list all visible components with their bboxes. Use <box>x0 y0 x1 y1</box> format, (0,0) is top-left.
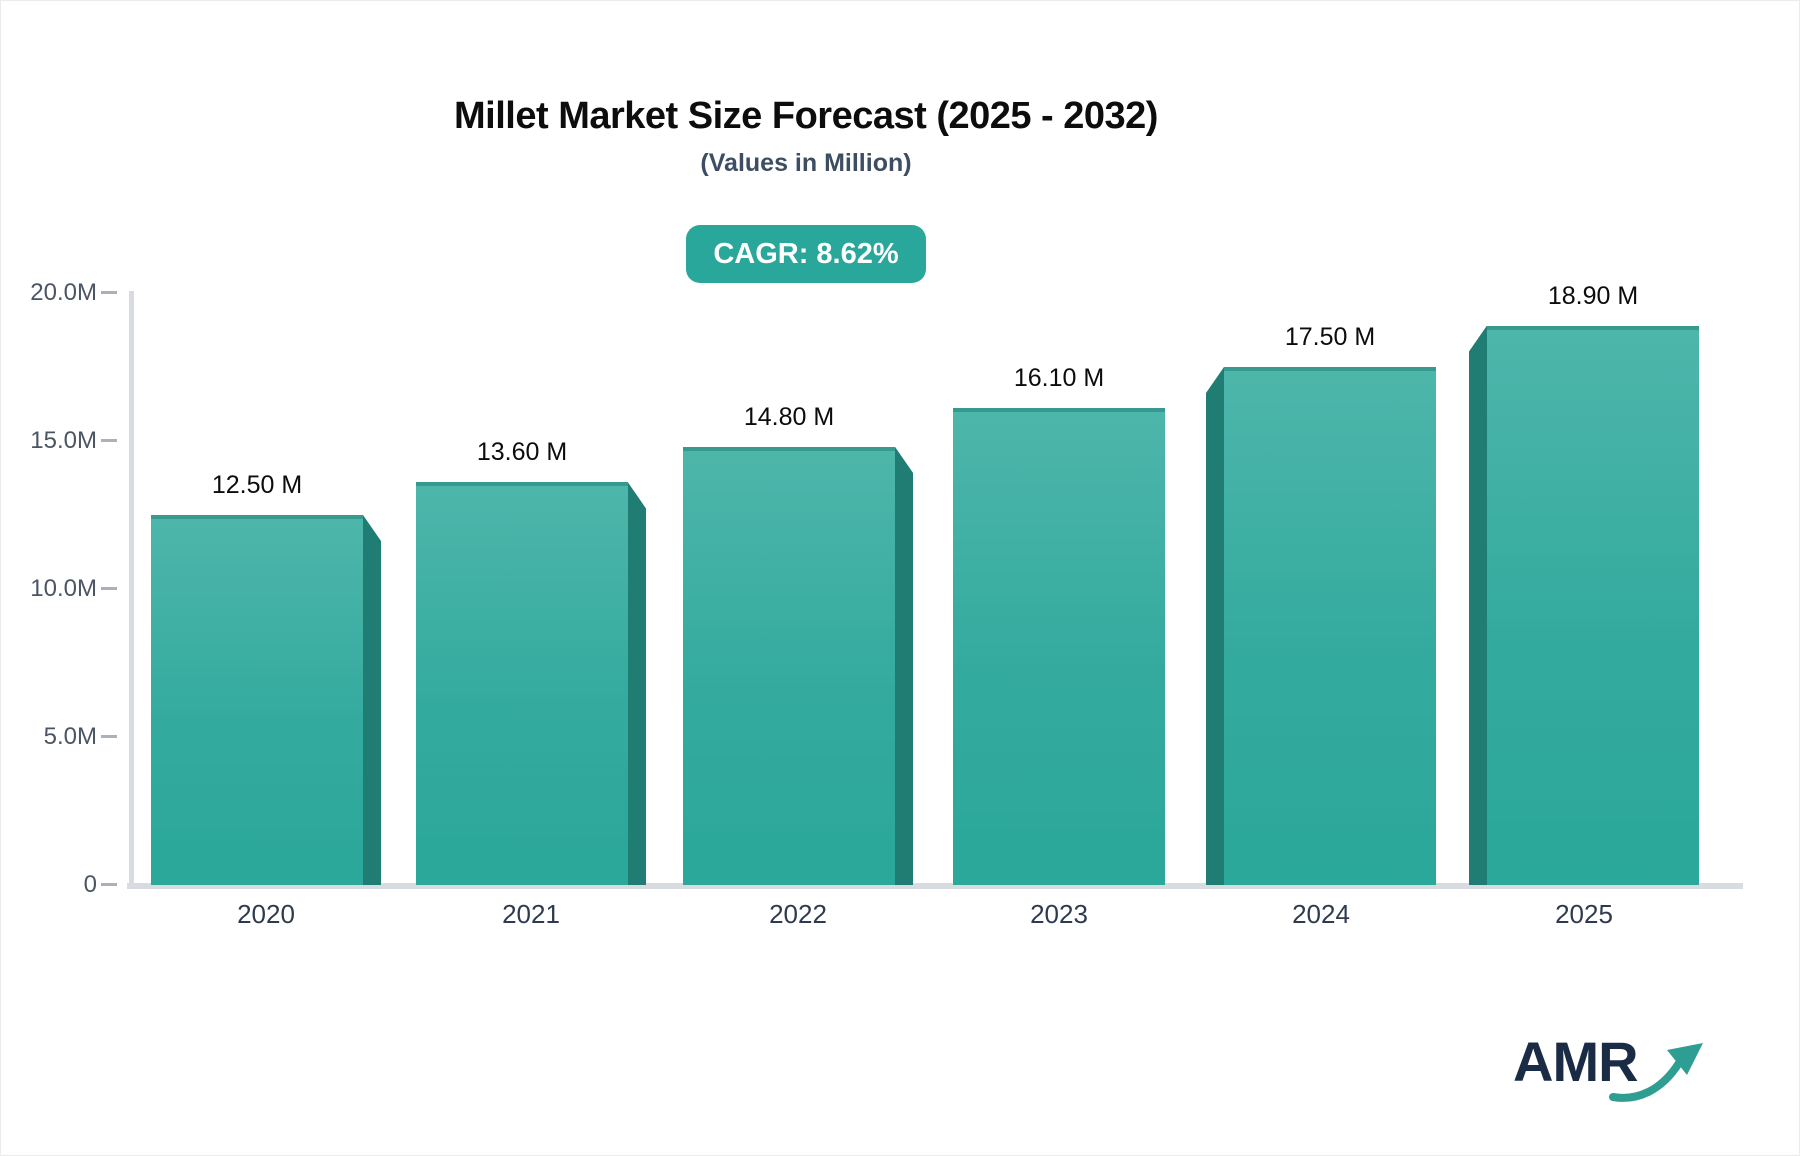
bar-side-shadow <box>1206 367 1224 885</box>
bar-2025 <box>1469 325 1699 885</box>
bar-face <box>1487 325 1699 885</box>
chart-title: Millet Market Size Forecast (2025 - 2032… <box>454 95 1158 137</box>
bar-face <box>683 446 895 885</box>
y-axis-tick-label: 0 <box>83 871 97 898</box>
bar-value-label: 16.10 M <box>1013 364 1105 393</box>
bar-side-shadow <box>895 446 913 885</box>
cagr-badge: CAGR: 8.62% <box>686 225 926 283</box>
bar-face <box>1224 367 1436 885</box>
y-axis-tick-label: 20.0M <box>30 279 97 306</box>
bar-2023 <box>953 408 1165 885</box>
y-axis-tick-mark <box>101 587 117 590</box>
amr-logo-text: AMR <box>1513 1030 1639 1093</box>
y-axis-line <box>129 291 134 889</box>
y-axis-tick-mark <box>101 439 117 442</box>
amr-logo: AMR <box>1513 1029 1733 1125</box>
bar-2024 <box>1206 367 1436 885</box>
bar-value-label: 17.50 M <box>1284 323 1376 351</box>
growth-arrow-icon <box>1609 1043 1703 1102</box>
bar-side-shadow <box>628 482 646 885</box>
y-axis-tick-label: 15.0M <box>30 427 97 454</box>
y-axis-tick-mark <box>101 735 117 738</box>
bar-face <box>416 482 628 885</box>
bar-2020 <box>151 515 381 885</box>
bar-value-label: 18.90 M <box>1547 281 1639 310</box>
bar-value-label: 13.60 M <box>476 438 568 467</box>
chart-subtitle: (Values in Million) <box>700 149 912 177</box>
y-axis-tick-label: 10.0M <box>30 575 97 602</box>
bar-face <box>151 515 363 885</box>
y-axis-tick-mark <box>101 883 117 886</box>
bar-face <box>953 408 1165 885</box>
y-axis-tick-mark <box>101 291 117 294</box>
x-axis-category-label: 2021 <box>502 899 560 929</box>
bar-side-shadow <box>363 515 381 885</box>
bar-2021 <box>416 482 646 885</box>
bar-side-shadow <box>1469 325 1487 885</box>
x-axis-line <box>127 883 1743 889</box>
x-axis-category-label: 2024 <box>1292 899 1350 929</box>
x-axis-category-label: 2020 <box>237 899 295 929</box>
cagr-badge-label: CAGR: 8.62% <box>713 237 899 270</box>
x-axis-category-label: 2022 <box>769 899 827 929</box>
y-axis-tick-label: 5.0M <box>43 723 97 750</box>
x-axis-category-label: 2025 <box>1555 899 1613 929</box>
bar-value-label: 12.50 M <box>211 471 303 499</box>
x-axis-category-label: 2023 <box>1030 899 1088 929</box>
bar-value-label: 14.80 M <box>743 402 835 431</box>
bar-2022 <box>683 446 913 885</box>
